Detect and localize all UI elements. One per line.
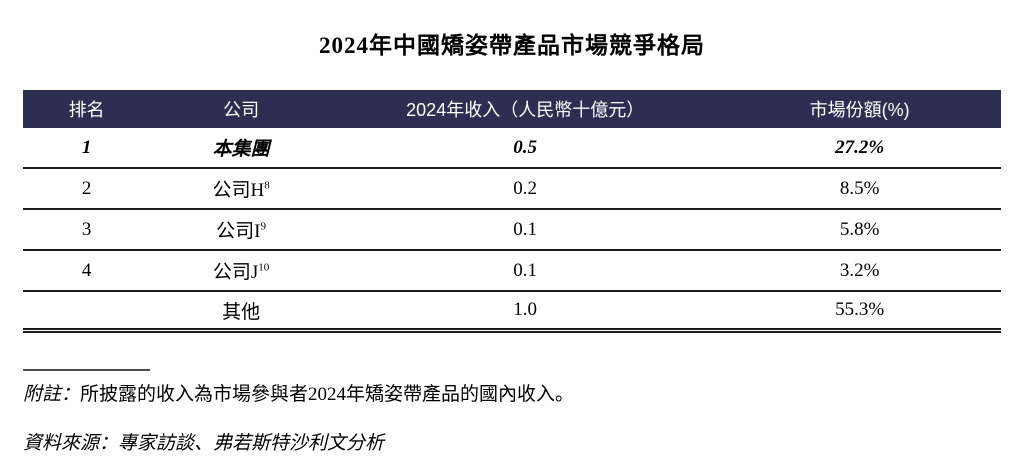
- cell-market-share: 3.2%: [839, 259, 880, 281]
- cell-rank: 1: [81, 136, 92, 158]
- cell-revenue: 0.1: [513, 259, 538, 281]
- table-row: 1 本集團 0.5 27.2%: [23, 128, 1001, 169]
- table-row: 2 公司H8 0.2 8.5%: [23, 169, 1001, 210]
- cell-rank: 3: [81, 218, 92, 240]
- note-line: 附註：所披露的收入為市場參與者2024年矯姿帶產品的國內收入。: [23, 379, 574, 406]
- column-header-rank: 排名: [68, 100, 105, 120]
- cell-market-share: 5.8%: [839, 218, 880, 240]
- note-prefix-label: 附註：: [23, 384, 81, 405]
- page-title: 2024年中國矯姿帶產品市場競爭格局: [319, 33, 705, 58]
- cell-market-share: 55.3%: [835, 299, 885, 320]
- cell-revenue: 0.2: [513, 177, 538, 199]
- cell-revenue: 0.1: [513, 218, 538, 240]
- footnote-reference: 10: [258, 261, 270, 274]
- cell-company: 本集團: [212, 139, 270, 160]
- table-row: 其他 1.0 55.3%: [23, 292, 1001, 333]
- note-text: 所披露的收入為市場參與者2024年矯姿帶產品的國內收入。: [80, 384, 575, 405]
- cell-rank: 4: [81, 259, 92, 281]
- cell-company: 公司H8: [212, 179, 270, 201]
- table-row: 4 公司J10 0.1 3.2%: [23, 251, 1001, 292]
- source-line: 資料來源：專家訪談、弗若斯特沙利文分析: [23, 433, 385, 454]
- column-header-company: 公司: [223, 100, 260, 120]
- column-header-market-share: 市場份額(%): [809, 100, 910, 120]
- table-row: 3 公司I9 0.1 5.8%: [23, 210, 1001, 251]
- table-header-row: 排名 公司 2024年收入（人民幣十億元） 市場份額(%): [23, 90, 1001, 128]
- footnote-reference: 8: [264, 179, 270, 192]
- footnote-divider: [23, 369, 150, 371]
- cell-rank: 2: [81, 177, 92, 199]
- column-header-revenue: 2024年收入（人民幣十億元）: [406, 100, 645, 120]
- cell-company: 其他: [222, 301, 261, 323]
- table-body: 1 本集團 0.5 27.2% 2 公司H8 0.2 8.5% 3 公司I9 0.1 5.8% 4 公司J…: [23, 128, 1001, 333]
- cell-market-share: 27.2%: [835, 136, 885, 158]
- cell-company: 公司I9: [216, 220, 266, 242]
- cell-company: 公司J10: [212, 261, 270, 283]
- cell-revenue: 1.0: [513, 299, 538, 320]
- footnote-reference: 9: [260, 220, 266, 233]
- competition-table: 排名 公司 2024年收入（人民幣十億元） 市場份額(%) 1 本集團 0.5 27.…: [23, 90, 1001, 333]
- cell-market-share: 8.5%: [839, 177, 880, 199]
- cell-revenue: 0.5: [513, 136, 538, 158]
